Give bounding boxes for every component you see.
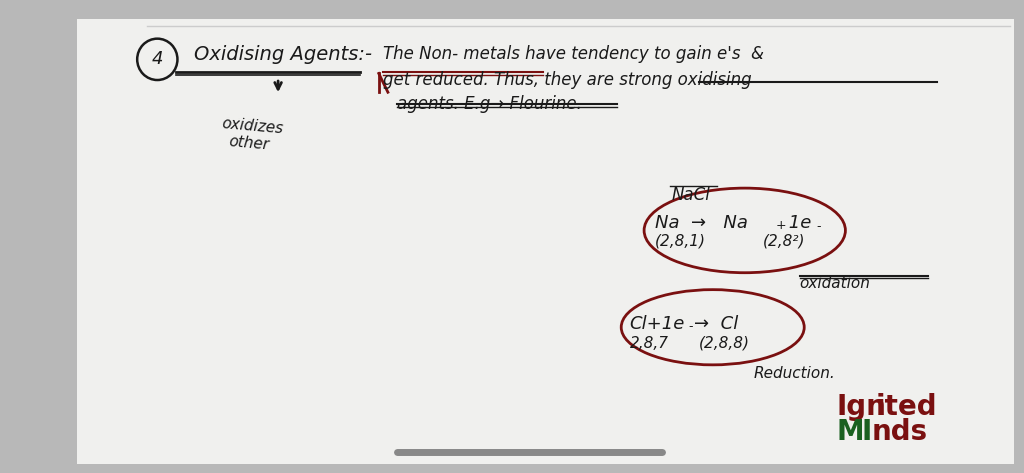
Text: (2,8,8): (2,8,8) bbox=[699, 336, 750, 350]
Text: -: - bbox=[816, 220, 820, 233]
Text: oxidation: oxidation bbox=[800, 276, 870, 290]
Text: (2,8,1): (2,8,1) bbox=[655, 233, 707, 248]
Text: get reduced. Thus, they are strong oxidising: get reduced. Thus, they are strong oxidi… bbox=[383, 70, 752, 88]
Text: -: - bbox=[688, 320, 692, 333]
Text: 2,8,7: 2,8,7 bbox=[630, 336, 669, 350]
Text: nds: nds bbox=[871, 419, 928, 447]
Text: Reduction.: Reduction. bbox=[754, 366, 836, 381]
Text: other: other bbox=[227, 134, 269, 153]
Text: 1e: 1e bbox=[783, 214, 812, 232]
Text: The Non- metals have tendency to gain e's  &: The Non- metals have tendency to gain e'… bbox=[383, 45, 764, 63]
Text: I: I bbox=[862, 419, 872, 447]
Text: ited: ited bbox=[876, 393, 937, 421]
Text: oxidizes: oxidizes bbox=[221, 116, 285, 136]
Text: Oxidising Agents:-: Oxidising Agents:- bbox=[194, 45, 372, 64]
Text: +: + bbox=[776, 219, 786, 232]
Text: Ign: Ign bbox=[837, 393, 886, 421]
Text: Na  →   Na: Na → Na bbox=[655, 214, 748, 232]
Text: 4: 4 bbox=[152, 50, 163, 68]
Text: →  Cl: → Cl bbox=[693, 315, 737, 333]
Text: NaCl: NaCl bbox=[672, 186, 711, 204]
Text: (2,8²): (2,8²) bbox=[763, 233, 806, 248]
Text: M: M bbox=[837, 419, 864, 447]
Text: agents. E.g→ Flourine.: agents. E.g→ Flourine. bbox=[397, 95, 582, 113]
Text: Cl+1e: Cl+1e bbox=[630, 315, 685, 333]
